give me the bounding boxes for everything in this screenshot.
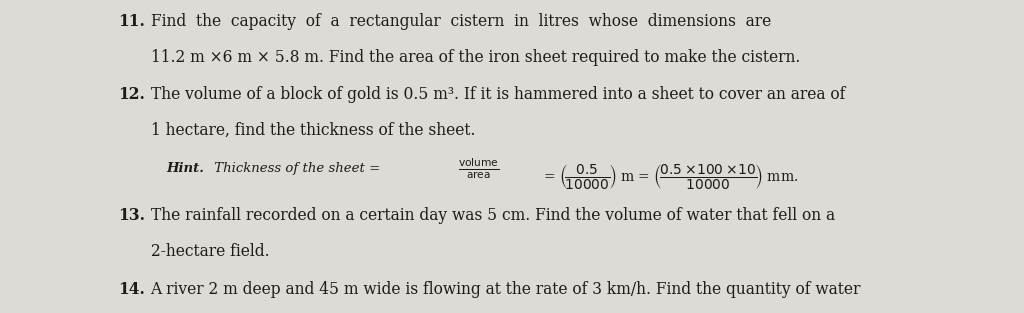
- Text: 11.2 m ×6 m × 5.8 m. Find the area of the iron sheet required to make the cister: 11.2 m ×6 m × 5.8 m. Find the area of th…: [151, 49, 800, 65]
- Text: 12.: 12.: [118, 86, 144, 103]
- Text: Thickness of the sheet =: Thickness of the sheet =: [210, 162, 380, 175]
- Text: 1 hectare, find the thickness of the sheet.: 1 hectare, find the thickness of the she…: [151, 122, 475, 139]
- Text: 2-hectare field.: 2-hectare field.: [151, 243, 269, 260]
- Text: Find  the  capacity  of  a  rectangular  cistern  in  litres  whose  dimensions : Find the capacity of a rectangular ciste…: [151, 13, 771, 29]
- Text: 13.: 13.: [118, 207, 144, 224]
- Text: $\frac{\mathrm{volume}}{\mathrm{area}}$: $\frac{\mathrm{volume}}{\mathrm{area}}$: [458, 157, 500, 181]
- Text: 11.: 11.: [118, 13, 144, 29]
- Text: 14.: 14.: [118, 281, 144, 298]
- Text: A river 2 m deep and 45 m wide is flowing at the rate of 3 km/h. Find the quanti: A river 2 m deep and 45 m wide is flowin…: [151, 281, 861, 298]
- Text: = $\left(\!\dfrac{0.5}{10000}\!\right)$ m = $\left(\!\dfrac{0.5\times\!100\times: = $\left(\!\dfrac{0.5}{10000}\!\right)$ …: [543, 162, 798, 191]
- Text: The rainfall recorded on a certain day was 5 cm. Find the volume of water that f: The rainfall recorded on a certain day w…: [151, 207, 835, 224]
- Text: Hint.: Hint.: [166, 162, 204, 175]
- Text: The volume of a block of gold is 0.5 m³. If it is hammered into a sheet to cover: The volume of a block of gold is 0.5 m³.…: [151, 86, 845, 103]
